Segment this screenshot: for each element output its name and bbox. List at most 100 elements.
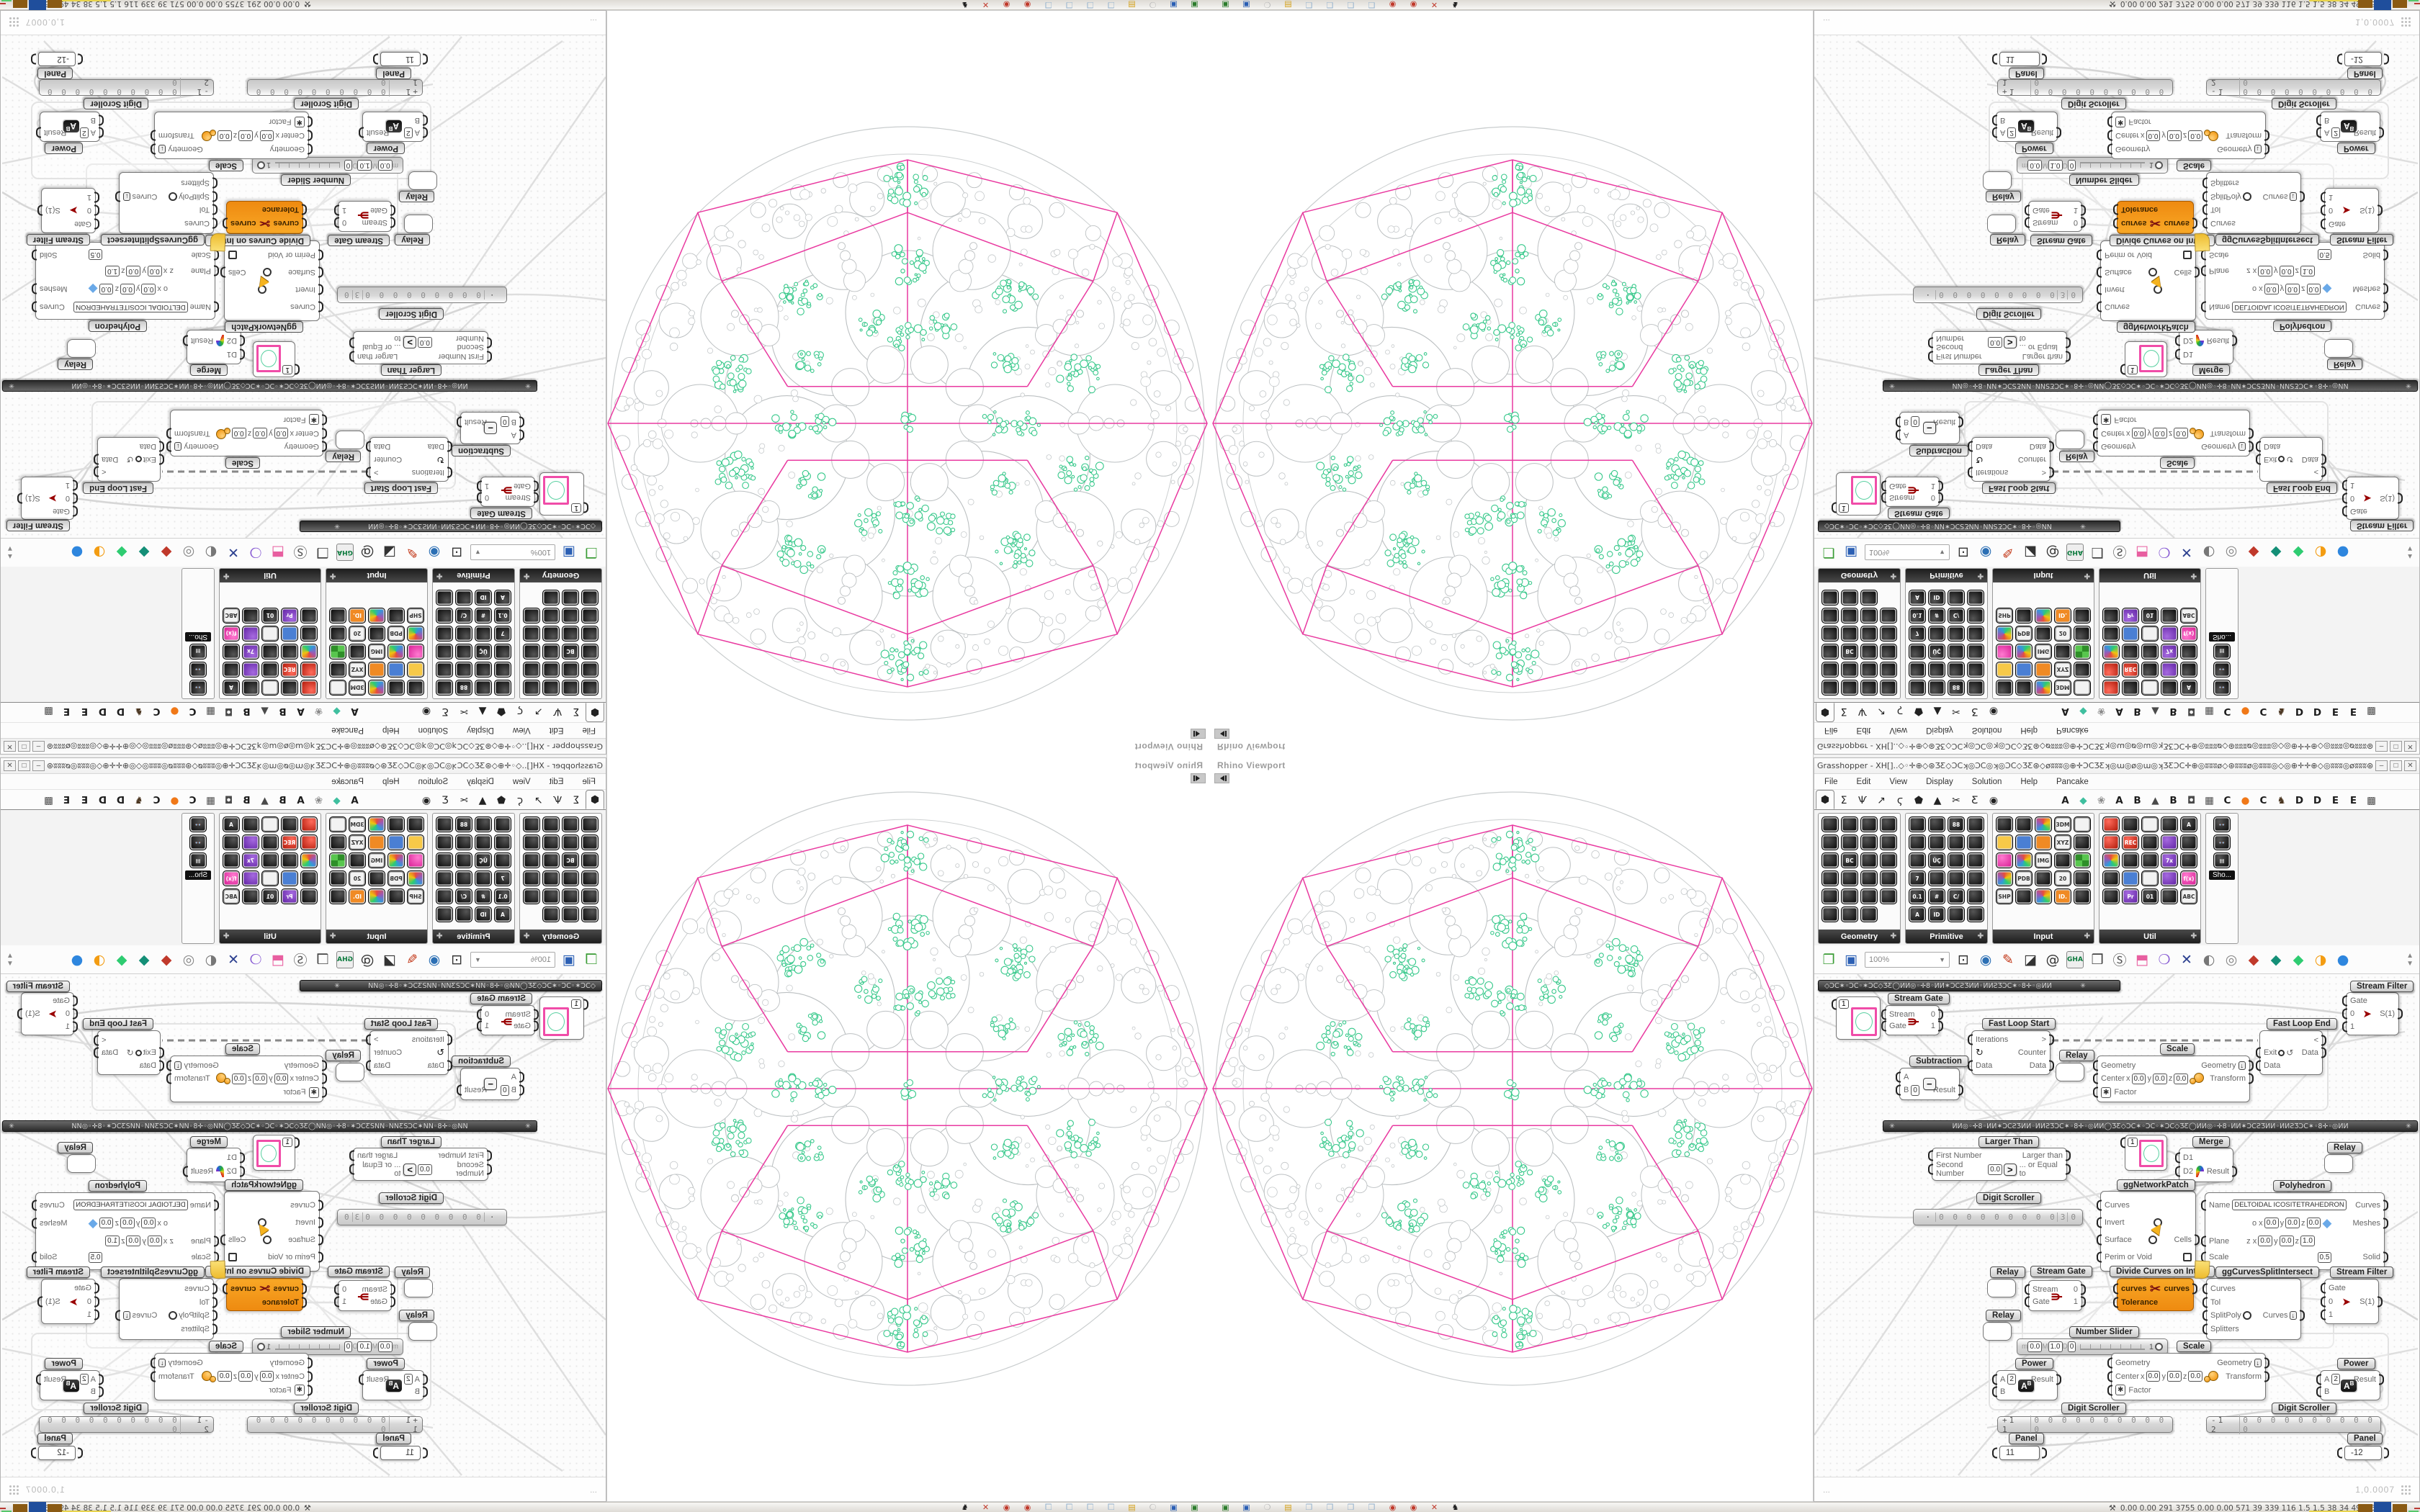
component-icon[interactable]: 01 bbox=[2141, 608, 2159, 624]
component-icon[interactable] bbox=[1880, 626, 1897, 642]
component-icon[interactable]: C/ bbox=[455, 888, 472, 904]
component-icon[interactable]: XYZ bbox=[2054, 834, 2071, 850]
plugin-tab[interactable]: ▲ bbox=[2151, 706, 2159, 717]
component-icon[interactable]: # bbox=[475, 608, 492, 624]
component-icon[interactable] bbox=[1860, 590, 1878, 606]
node-relay[interactable] bbox=[2056, 1063, 2084, 1081]
category-tab-icon[interactable]: ⬟ bbox=[1914, 706, 1924, 717]
node-label-fast-loop-start[interactable]: Fast Loop Start bbox=[364, 482, 438, 494]
zoom-select[interactable]: 100% ▼ bbox=[470, 544, 555, 561]
component-icon[interactable] bbox=[542, 816, 560, 832]
node-label-fast-loop-start[interactable]: Fast Loop Start bbox=[1982, 1018, 2056, 1030]
component-icon[interactable] bbox=[387, 644, 405, 660]
toolbar-icon[interactable]: ✕ bbox=[228, 544, 239, 561]
component-icon[interactable] bbox=[1967, 870, 1984, 886]
node-subtraction[interactable]: A B 0 Result − bbox=[1899, 412, 1960, 444]
component-icon[interactable] bbox=[2141, 834, 2159, 850]
node-label-relay[interactable]: Relay bbox=[1986, 191, 2021, 202]
node-label-larger-than[interactable]: Larger Than bbox=[380, 364, 442, 376]
category-tab-icon[interactable]: Ѱ bbox=[1858, 795, 1867, 806]
component-icon[interactable]: 3DM bbox=[2054, 816, 2071, 832]
plugin-tab[interactable]: C bbox=[2259, 795, 2267, 806]
node-curve-param[interactable]: 1 bbox=[539, 472, 584, 516]
strip-toolbar-icon[interactable]: ▤ bbox=[1284, 1503, 1292, 1512]
toolbar-icon[interactable]: ◎ bbox=[2225, 544, 2238, 561]
node-relay[interactable] bbox=[408, 1322, 437, 1341]
menu-file[interactable]: File bbox=[1824, 726, 1838, 735]
strip-toolbar-icon[interactable]: ❍ bbox=[1149, 1503, 1157, 1512]
node-fast-loop-end[interactable]: < Exit ↺ Data Data bbox=[2259, 1030, 2323, 1075]
component-icon[interactable]: 0.1 bbox=[1909, 608, 1926, 624]
node-label-scale[interactable]: Scale bbox=[2160, 457, 2195, 469]
node-label-power[interactable]: Power bbox=[45, 143, 83, 154]
viewport-collapse-button[interactable] bbox=[1214, 773, 1229, 783]
component-icon[interactable]: REC bbox=[281, 662, 298, 678]
node-label-fast-loop-end[interactable]: Fast Loop End bbox=[83, 482, 153, 494]
plugin-tab[interactable]: ▩ bbox=[44, 795, 53, 806]
component-icon[interactable] bbox=[300, 662, 318, 678]
plugin-tab[interactable]: C bbox=[2223, 795, 2231, 806]
component-icon[interactable] bbox=[523, 852, 540, 868]
component-icon[interactable] bbox=[407, 852, 424, 868]
node-label-panel[interactable]: Panel bbox=[2009, 1433, 2044, 1444]
component-icon[interactable] bbox=[329, 888, 346, 904]
node-label-power[interactable]: Power bbox=[2337, 1358, 2375, 1369]
component-icon[interactable] bbox=[562, 906, 579, 922]
node-relay[interactable] bbox=[404, 1279, 433, 1297]
component-icon[interactable] bbox=[300, 644, 318, 660]
category-tab-icon[interactable]: ⬢ bbox=[586, 790, 604, 809]
toolbar-icon[interactable]: ◉ bbox=[1979, 544, 1992, 561]
strip-toolbar-icon[interactable]: ❐ bbox=[1107, 0, 1115, 9]
toolbar-icon[interactable]: ⊡ bbox=[451, 544, 462, 561]
component-icon[interactable] bbox=[2122, 816, 2139, 832]
component-icon[interactable] bbox=[368, 662, 385, 678]
component-icon[interactable] bbox=[300, 680, 318, 696]
component-icon[interactable] bbox=[2102, 888, 2120, 904]
plugin-tab[interactable]: ◆ bbox=[2079, 795, 2087, 806]
component-icon[interactable] bbox=[1821, 870, 1839, 886]
menu-display[interactable]: Display bbox=[467, 777, 494, 786]
component-icon[interactable] bbox=[494, 680, 511, 696]
toolbar-icon[interactable]: ◆ bbox=[2270, 951, 2282, 968]
node-label-digit-scroller[interactable]: Digit Scroller bbox=[2061, 1403, 2126, 1414]
node-panel[interactable]: -12 bbox=[38, 1446, 76, 1460]
component-icon[interactable] bbox=[2074, 852, 2091, 868]
group-header-bar[interactable]: ✳ ИИ◎◦✛8◦ИИ✶ϽϹƧƷИИ◦ИИƧƷϽϹ✶◦8✛◦◎ИИ◯ƷƸ◇ϽϹ✶◦… bbox=[2, 380, 537, 392]
plugin-tab[interactable]: E bbox=[2331, 795, 2339, 806]
component-icon[interactable] bbox=[1909, 680, 1926, 696]
plugin-tab[interactable]: A bbox=[351, 706, 359, 717]
node-label-fast-loop-start[interactable]: Fast Loop Start bbox=[364, 1018, 438, 1030]
node-label-merge[interactable]: Merge bbox=[190, 364, 228, 376]
node-merge[interactable]: D1 D2 Result bbox=[187, 330, 241, 364]
node-label-stream-filter[interactable]: Stream Filter bbox=[26, 234, 90, 246]
plugin-tab[interactable]: A bbox=[2115, 706, 2123, 717]
zoom-select[interactable]: 100% ▼ bbox=[1865, 544, 1950, 561]
maximize-button[interactable]: □ bbox=[18, 741, 30, 752]
component-icon[interactable] bbox=[475, 834, 492, 850]
toolbar-icon[interactable]: ❒ bbox=[2091, 544, 2104, 561]
component-icon[interactable]: f(x) bbox=[2180, 626, 2197, 642]
component-icon[interactable] bbox=[581, 906, 599, 922]
category-tab-icon[interactable]: ⬟ bbox=[496, 795, 506, 806]
component-icon[interactable] bbox=[2180, 834, 2197, 850]
component-icon[interactable] bbox=[436, 852, 453, 868]
toolbar-icon[interactable]: ◆ bbox=[116, 544, 127, 561]
component-icon[interactable] bbox=[2074, 816, 2091, 832]
node-label-ggcurvessplitintersect[interactable]: ggCurvesSplitIntersect bbox=[101, 1266, 205, 1278]
component-icon[interactable] bbox=[2035, 888, 2052, 904]
node-power[interactable]: A 2 Result B AB bbox=[1996, 1370, 2058, 1400]
node-label-ggnetworkpatch[interactable]: ggNetworkPatch bbox=[2117, 321, 2195, 333]
component-icon[interactable]: IMG bbox=[2035, 644, 2052, 660]
component-icon[interactable] bbox=[300, 834, 318, 850]
node-label-power[interactable]: Power bbox=[2015, 143, 2053, 154]
component-icon[interactable] bbox=[2180, 852, 2197, 868]
component-icon[interactable] bbox=[2015, 834, 2033, 850]
toolbar-icon[interactable]: ◆ bbox=[138, 544, 150, 561]
node-label-stream-gate[interactable]: Stream Gate bbox=[328, 1266, 390, 1277]
node-label-fast-loop-end[interactable]: Fast Loop End bbox=[2267, 482, 2337, 494]
component-icon[interactable] bbox=[242, 888, 259, 904]
plugin-tab[interactable]: ◘ bbox=[224, 795, 233, 806]
strip-toolbar-icon[interactable]: ❐ bbox=[1044, 0, 1052, 9]
plugin-tab[interactable]: E bbox=[2349, 795, 2357, 806]
